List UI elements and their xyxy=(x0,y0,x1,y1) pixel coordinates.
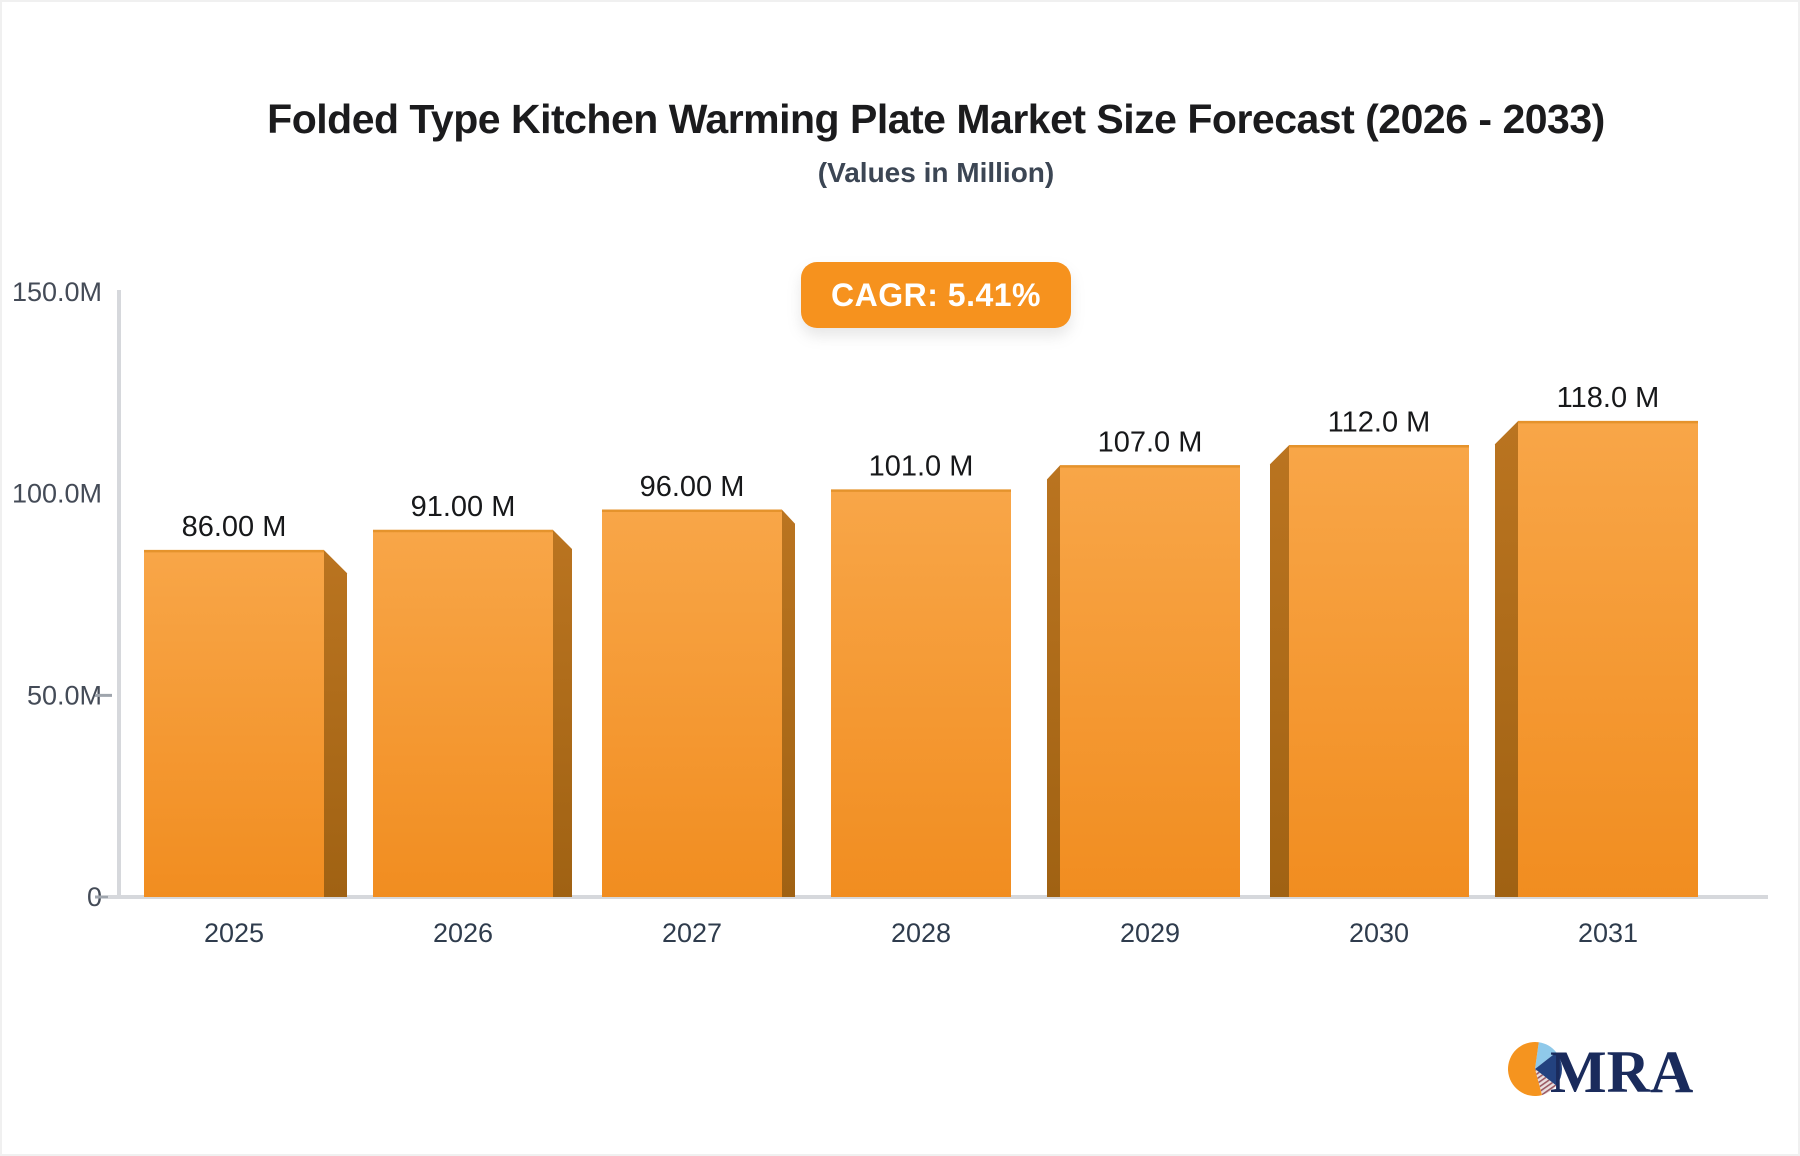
bar-side-face xyxy=(553,529,572,897)
chart-bar xyxy=(602,509,782,897)
y-axis-label: 150.0M xyxy=(12,277,102,307)
chart-subtitle: (Values in Million) xyxy=(817,157,1055,188)
x-axis-label: 2030 xyxy=(1349,918,1409,948)
navy-slice xyxy=(1535,1052,1562,1086)
x-axis-label: 2029 xyxy=(1120,918,1180,948)
chart-bar xyxy=(831,489,1011,897)
x-axis-label: 2028 xyxy=(891,918,951,948)
bar-value-label: 118.0 M xyxy=(1557,382,1660,414)
cagr-badge: CAGR: 5.41% xyxy=(801,262,1071,328)
bar-value-label: 101.0 M xyxy=(869,451,974,483)
x-axis-label: 2025 xyxy=(204,918,264,948)
chart-bar xyxy=(373,529,553,897)
y-axis-label: 50.0M xyxy=(27,680,102,710)
y-axis-label: 0 xyxy=(87,882,102,912)
lightblue-slice xyxy=(1535,1042,1557,1069)
x-axis-label: 2031 xyxy=(1578,918,1638,948)
chart-bar xyxy=(1518,421,1698,897)
hatched-slice xyxy=(1535,1069,1557,1096)
orange-slice xyxy=(1508,1042,1542,1096)
bar-value-label: 107.0 M xyxy=(1098,426,1203,458)
bar-side-face xyxy=(1047,465,1060,897)
bar-value-label: 86.00 M xyxy=(182,511,287,543)
y-axis-label: 100.0M xyxy=(12,479,102,509)
chart-bar xyxy=(144,550,324,897)
bar-side-face xyxy=(782,509,795,897)
bar-value-label: 91.00 M xyxy=(411,491,516,523)
title-block: Folded Type Kitchen Warming Plate Market… xyxy=(72,96,1800,189)
logo-pie-icon xyxy=(1508,1042,1562,1096)
mra-logo: MRA xyxy=(1508,1039,1693,1105)
bar-value-label: 96.00 M xyxy=(640,471,745,503)
bar-side-face xyxy=(1495,421,1518,897)
cagr-badge-label: CAGR: 5.41% xyxy=(831,276,1041,313)
x-axis-label: 2026 xyxy=(433,918,493,948)
bar-side-face xyxy=(324,550,347,897)
bar-value-label: 112.0 M xyxy=(1328,406,1431,438)
x-axis-label: 2027 xyxy=(662,918,722,948)
logo-text: MRA xyxy=(1550,1039,1693,1105)
chart-bar xyxy=(1289,445,1469,897)
chart-title: Folded Type Kitchen Warming Plate Market… xyxy=(267,96,1605,142)
bar-side-face xyxy=(1270,445,1289,897)
chart-bar xyxy=(1060,465,1240,897)
